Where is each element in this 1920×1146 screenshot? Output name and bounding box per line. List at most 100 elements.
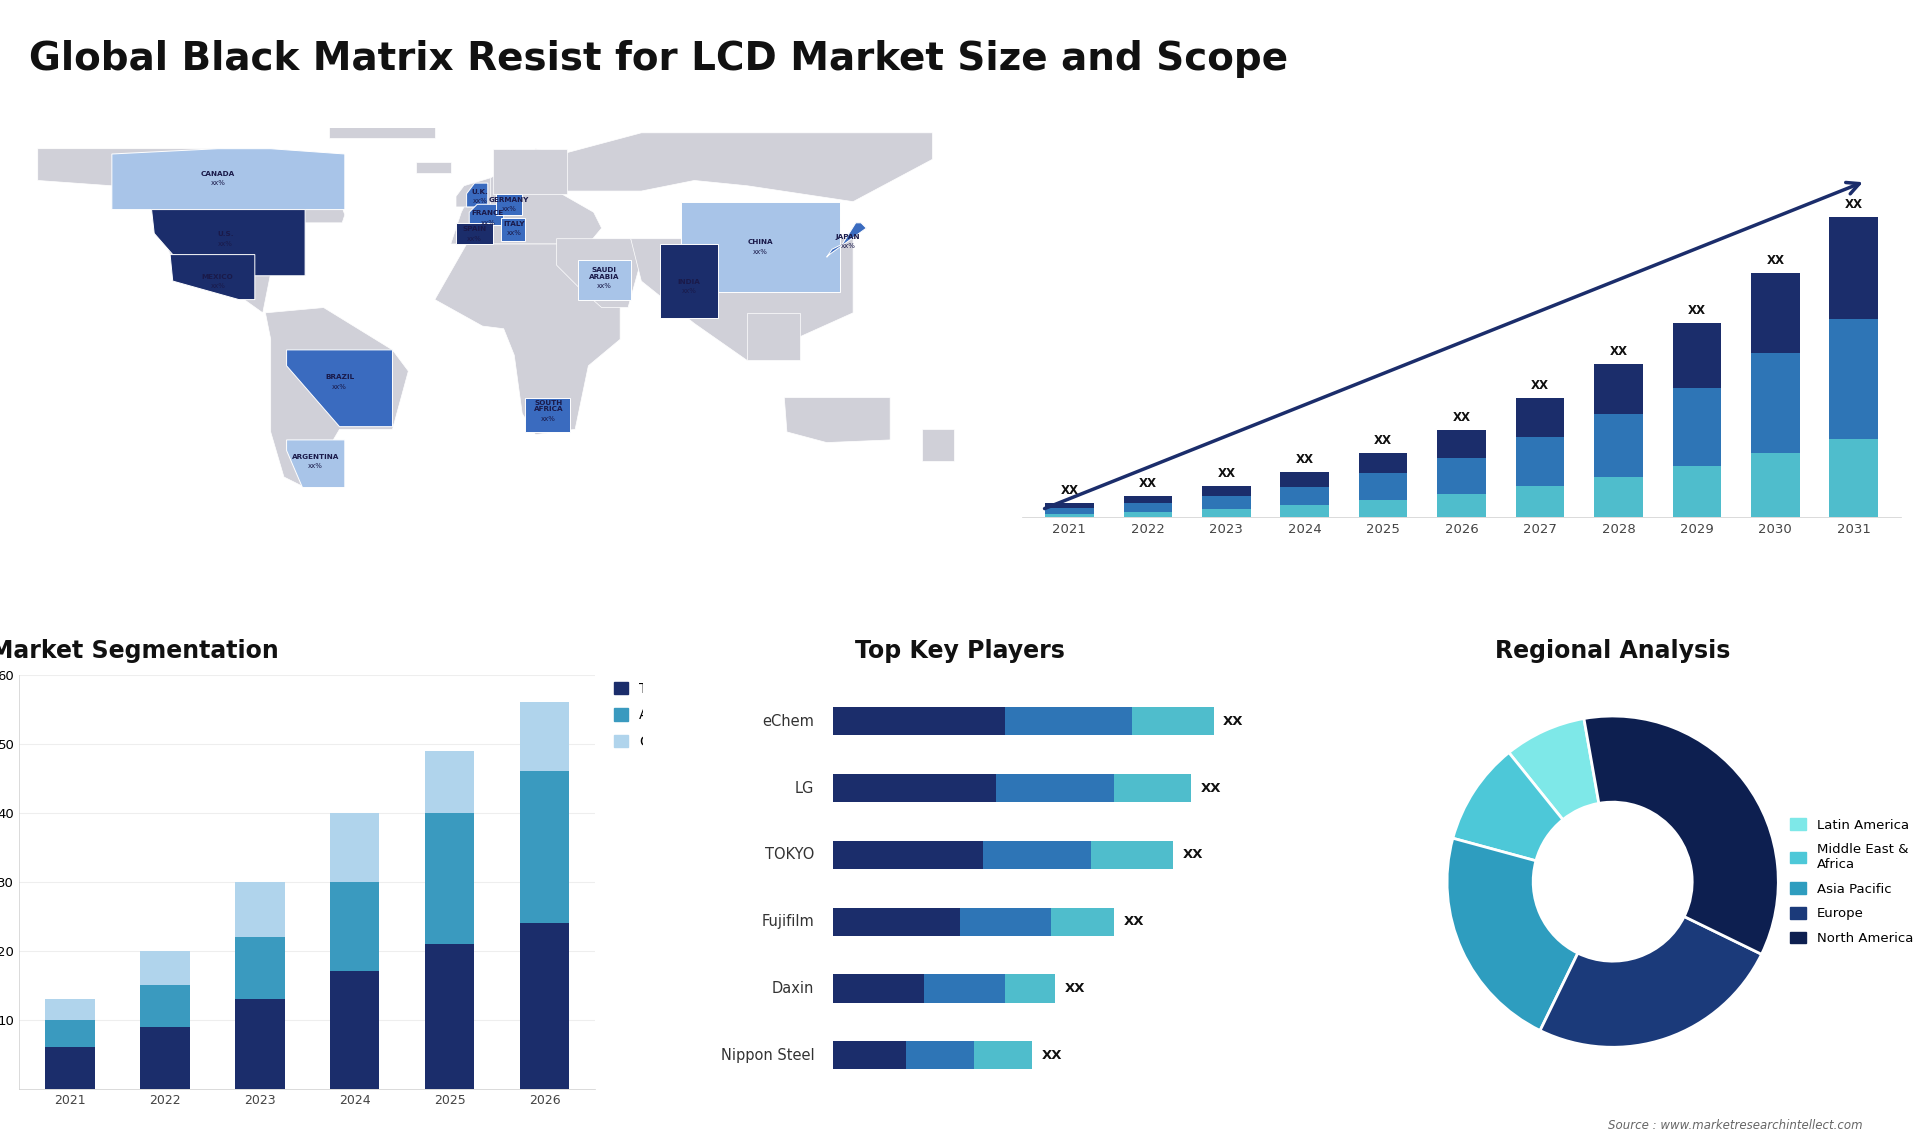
Bar (1114, 774, 1190, 802)
Text: Nippon Steel: Nippon Steel (720, 1047, 814, 1062)
Bar (996, 774, 1114, 802)
Text: XX: XX (1375, 433, 1392, 447)
Polygon shape (682, 202, 839, 292)
Text: XX: XX (1043, 1049, 1062, 1062)
Text: TOKYO: TOKYO (764, 847, 814, 863)
Text: xx%: xx% (597, 283, 612, 289)
Text: XX: XX (1609, 345, 1628, 358)
Text: xx%: xx% (219, 241, 232, 246)
Bar (1006, 707, 1133, 736)
Text: LG: LG (795, 780, 814, 795)
Text: XX: XX (1183, 848, 1202, 862)
Polygon shape (922, 430, 954, 461)
Polygon shape (493, 149, 566, 194)
Polygon shape (328, 119, 434, 139)
Text: xx%: xx% (753, 249, 768, 254)
Text: BRAZIL: BRAZIL (324, 375, 353, 380)
Polygon shape (111, 149, 346, 210)
Bar (924, 974, 1006, 1003)
Bar (1438, 494, 1486, 517)
Wedge shape (1584, 716, 1778, 955)
Text: xx%: xx% (472, 198, 488, 204)
Text: xx%: xx% (211, 283, 225, 289)
Bar (833, 707, 1006, 736)
Polygon shape (557, 238, 641, 307)
Polygon shape (38, 149, 346, 313)
Bar (1281, 505, 1329, 517)
Polygon shape (286, 440, 346, 487)
Text: MEXICO: MEXICO (202, 274, 234, 280)
Text: XX: XX (1530, 379, 1549, 392)
Bar (1672, 323, 1720, 388)
Wedge shape (1540, 917, 1761, 1047)
Bar (833, 841, 983, 869)
Bar (1359, 500, 1407, 517)
Text: Global Black Matrix Resist for LCD Market Size and Scope: Global Black Matrix Resist for LCD Marke… (29, 40, 1288, 78)
Text: XX: XX (1217, 466, 1235, 480)
Polygon shape (171, 254, 255, 299)
Wedge shape (1509, 719, 1599, 819)
Bar (1515, 438, 1565, 486)
Text: xx%: xx% (332, 384, 348, 390)
Bar (1202, 486, 1250, 496)
Bar (234, 937, 284, 999)
Polygon shape (1644, 26, 1716, 57)
Polygon shape (747, 313, 801, 361)
Bar (1751, 273, 1799, 353)
Bar (1830, 218, 1878, 319)
Text: SPAIN: SPAIN (463, 226, 486, 233)
Bar (1359, 473, 1407, 500)
Bar (234, 881, 284, 937)
Bar (960, 908, 1050, 936)
Bar (1123, 503, 1173, 512)
Bar (1123, 512, 1173, 517)
Bar (140, 986, 190, 1027)
Text: U.K.: U.K. (472, 189, 488, 195)
Bar (46, 1047, 94, 1089)
Bar (1044, 508, 1094, 513)
Text: JAPAN: JAPAN (835, 234, 860, 240)
Bar (46, 1020, 94, 1047)
Bar (1133, 707, 1213, 736)
Polygon shape (632, 238, 852, 361)
Text: U.S.: U.S. (217, 231, 234, 237)
Bar (1044, 513, 1094, 517)
Bar (1515, 398, 1565, 438)
Text: XX: XX (1200, 782, 1221, 794)
Bar (140, 1027, 190, 1089)
Polygon shape (434, 244, 620, 434)
Bar (46, 999, 94, 1020)
Text: XX: XX (1223, 715, 1244, 728)
Polygon shape (557, 133, 933, 202)
Bar (1672, 388, 1720, 466)
Bar (1091, 841, 1173, 869)
Text: SAUDI
ARABIA: SAUDI ARABIA (589, 267, 620, 280)
Bar (1006, 974, 1056, 1003)
Text: XX: XX (1123, 916, 1144, 928)
Bar (520, 771, 568, 923)
Bar (1281, 487, 1329, 505)
Text: XX: XX (1296, 453, 1313, 466)
Polygon shape (828, 222, 866, 257)
Bar (140, 951, 190, 986)
Bar (1281, 472, 1329, 487)
Bar (983, 841, 1091, 869)
Bar (520, 923, 568, 1089)
Legend: Latin America, Middle East &
Africa, Asia Pacific, Europe, North America: Latin America, Middle East & Africa, Asi… (1786, 814, 1918, 950)
Text: eChem: eChem (762, 714, 814, 729)
Text: GERMANY: GERMANY (490, 197, 530, 203)
Text: xx%: xx% (682, 289, 697, 295)
Text: xx%: xx% (541, 416, 557, 422)
Polygon shape (451, 149, 601, 244)
Bar (1830, 319, 1878, 439)
Text: CHINA: CHINA (747, 240, 774, 245)
Bar (330, 813, 380, 881)
Bar (330, 881, 380, 972)
Text: xx%: xx% (309, 463, 323, 469)
Text: XX: XX (1064, 982, 1085, 995)
Bar (833, 1042, 906, 1069)
Polygon shape (578, 260, 632, 299)
Legend: Type, Application, Geography: Type, Application, Geography (614, 682, 716, 748)
Bar (1202, 509, 1250, 517)
Polygon shape (660, 244, 718, 319)
